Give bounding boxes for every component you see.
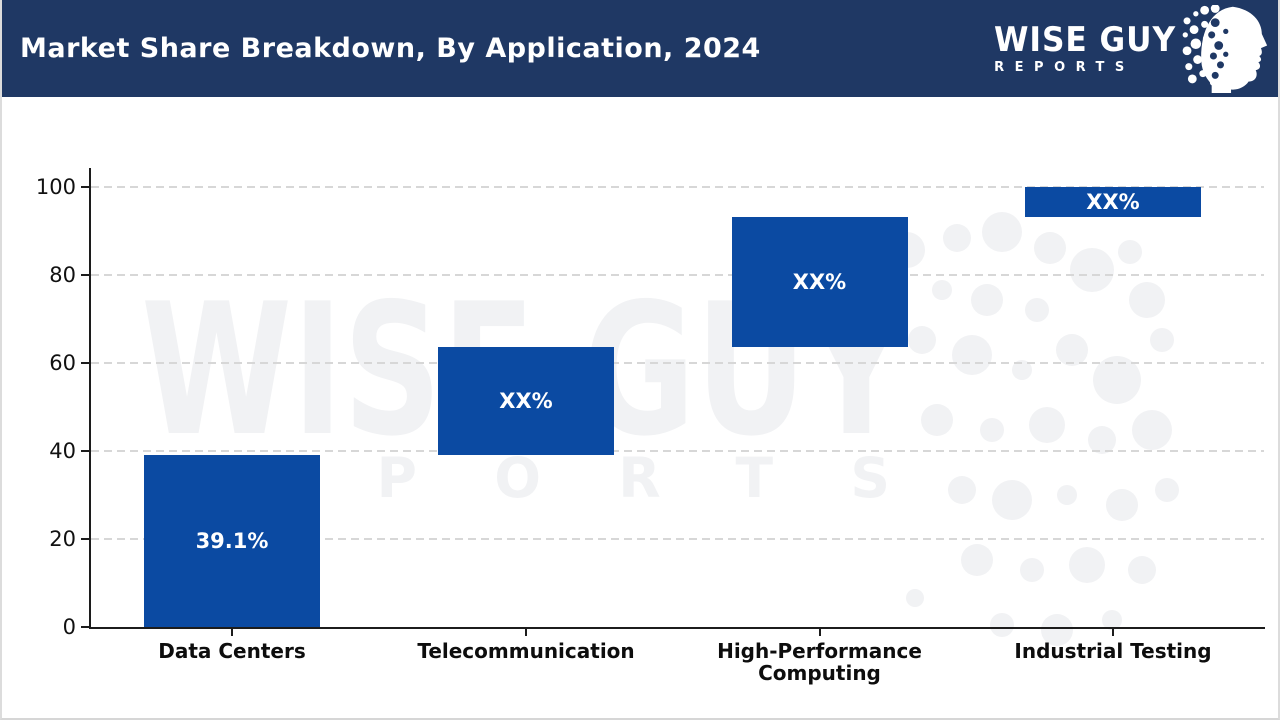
bar-high-performance-computing: XX%: [731, 217, 908, 348]
x-tick-mark: [525, 629, 527, 636]
y-tick-mark: [81, 450, 89, 452]
bar-value-label: 39.1%: [195, 528, 269, 553]
x-category-label-line: Computing: [758, 661, 881, 685]
x-category-label-industrial-testing: Industrial Testing: [953, 640, 1273, 662]
head-silhouette-icon: [1182, 4, 1268, 93]
y-tick-label: 60: [49, 351, 76, 375]
bar-value-label: XX%: [499, 389, 553, 414]
y-tick-label: 100: [35, 175, 76, 199]
x-category-label-line: Data Centers: [158, 639, 306, 663]
x-category-label-line: Industrial Testing: [1014, 639, 1212, 663]
y-tick-mark: [81, 538, 89, 540]
plot-area: WISE GUY REPORTS: [2, 97, 1278, 718]
watermark-dots: [889, 212, 1179, 646]
gridline-60: [91, 362, 1264, 364]
gridline-80: [91, 274, 1264, 276]
y-tick-label: 40: [49, 439, 76, 463]
bar-industrial-testing: XX%: [1025, 187, 1201, 218]
y-tick-mark: [81, 626, 89, 628]
x-tick-mark: [231, 629, 233, 636]
gridline-20: [91, 538, 1264, 540]
y-tick-label: 0: [62, 615, 76, 639]
x-tick-mark: [818, 629, 821, 636]
y-tick-mark: [81, 362, 89, 364]
y-tick-mark: [81, 274, 89, 276]
logo-wordmark: WISE GUY REPORTS: [994, 22, 1192, 75]
y-tick-mark: [81, 186, 89, 188]
logo-wordmark-line2: REPORTS: [994, 60, 1135, 75]
y-tick-label: 20: [49, 527, 76, 551]
bar-telecommunication: XX%: [438, 347, 614, 455]
x-category-label-line: High-Performance: [717, 639, 922, 663]
x-tick-mark: [1112, 629, 1114, 636]
x-category-label-high-performance-computing: High-Performance Computing: [660, 640, 980, 684]
header: Market Share Breakdown, By Application, …: [2, 0, 1278, 97]
x-category-label-telecommunication: Telecommunication: [366, 640, 686, 662]
bar-data-centers: 39.1%: [144, 454, 320, 627]
x-axis-spine: [89, 627, 1265, 629]
y-axis-spine: [89, 168, 91, 628]
y-tick-label: 80: [49, 263, 76, 287]
page-title: Market Share Breakdown, By Application, …: [20, 33, 761, 64]
gridline-40: [91, 450, 1264, 452]
x-category-label-data-centers: Data Centers: [72, 640, 392, 662]
wise-guy-reports-logo: WISE GUY REPORTS: [994, 4, 1270, 93]
logo-wordmark-line1: WISE GUY: [994, 20, 1177, 60]
bar-value-label: XX%: [1086, 190, 1140, 215]
bar-value-label: XX%: [792, 270, 847, 295]
gridline-100: [91, 186, 1264, 188]
x-category-label-line: Telecommunication: [417, 639, 635, 663]
